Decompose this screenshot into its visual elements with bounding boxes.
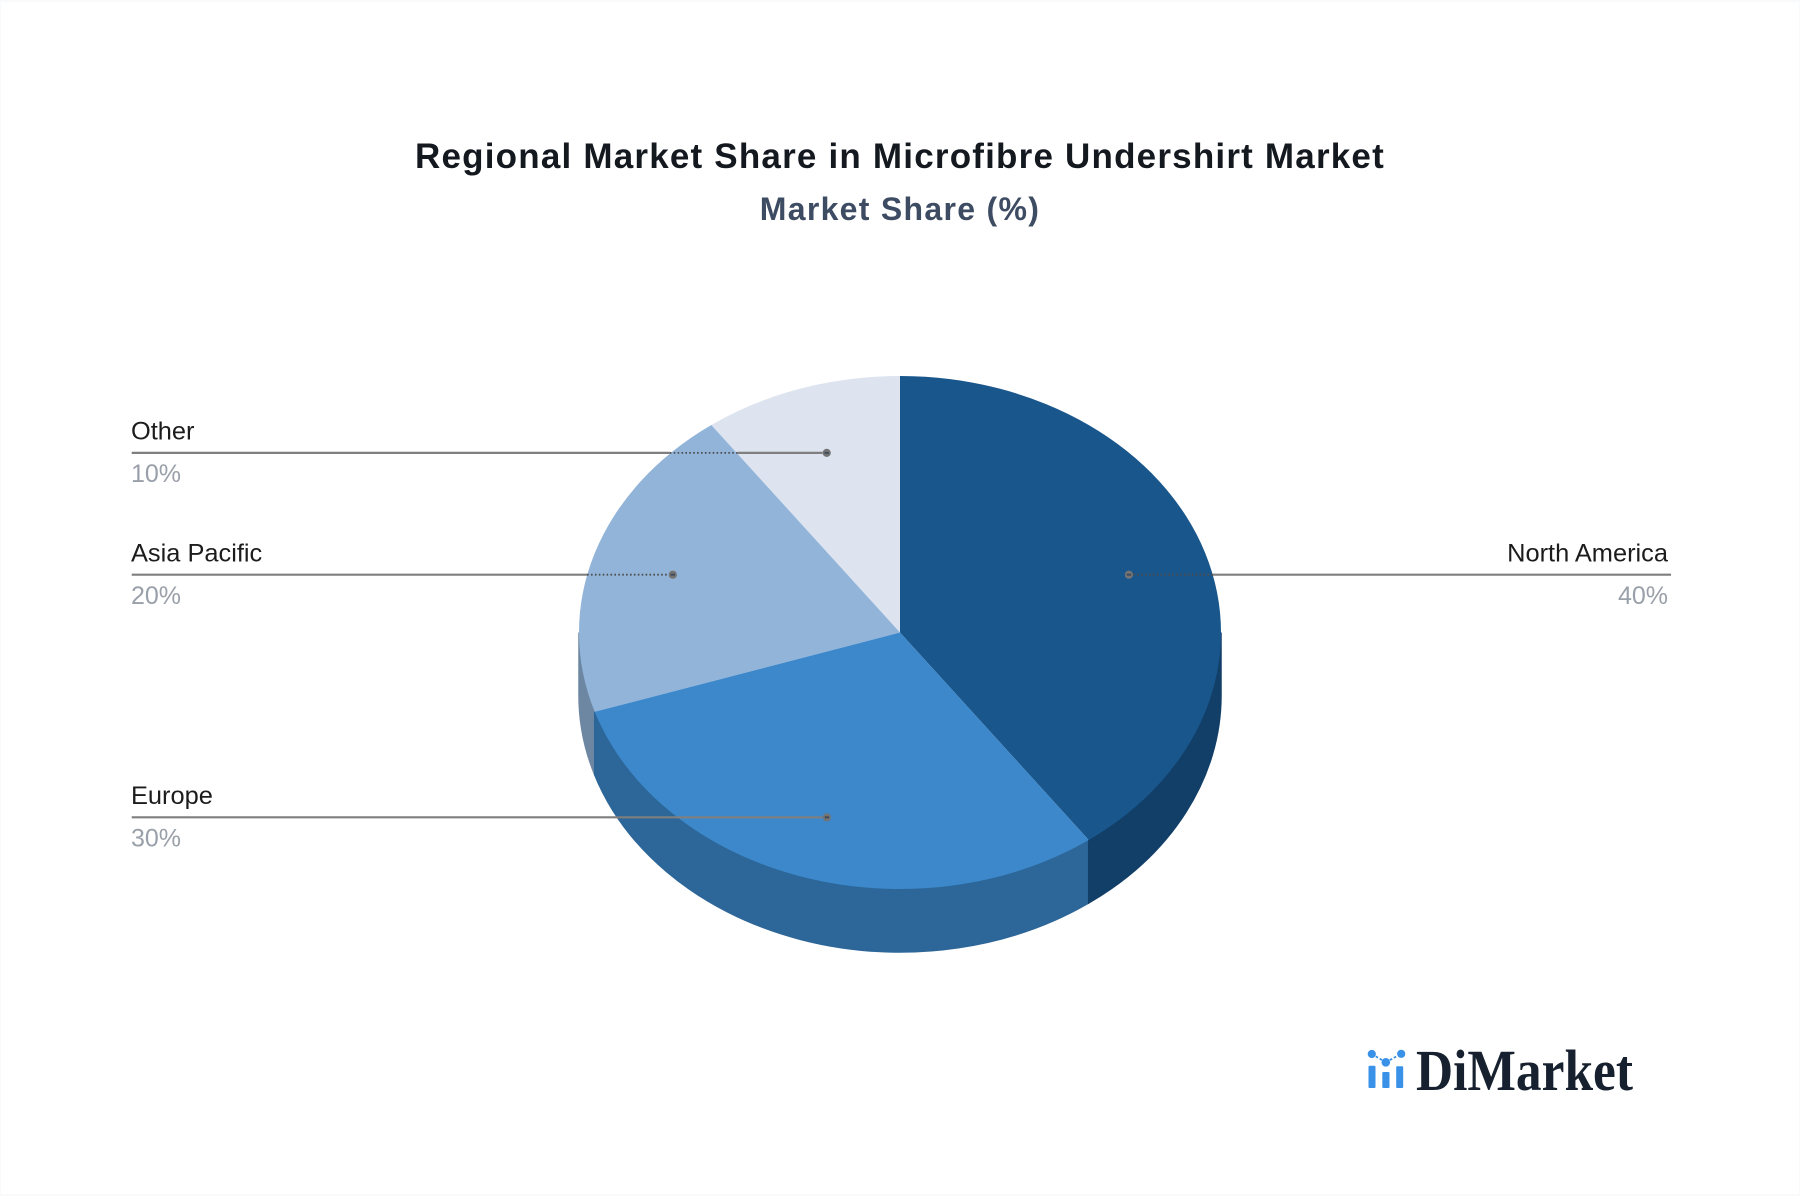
svg-text:Asia Pacific: Asia Pacific xyxy=(131,540,263,568)
svg-text:Market Share (%): Market Share (%) xyxy=(760,191,1040,227)
svg-text:Europe: Europe xyxy=(131,782,213,810)
svg-text:10%: 10% xyxy=(131,460,181,488)
svg-text:Other: Other xyxy=(131,418,195,446)
svg-text:30%: 30% xyxy=(131,825,181,853)
svg-text:40%: 40% xyxy=(1618,582,1668,610)
svg-text:Regional Market Share in Micro: Regional Market Share in Microfibre Unde… xyxy=(415,137,1385,176)
svg-text:20%: 20% xyxy=(131,582,181,610)
svg-text:North America: North America xyxy=(1507,540,1669,568)
svg-text:DiMarket: DiMarket xyxy=(1416,1038,1634,1103)
